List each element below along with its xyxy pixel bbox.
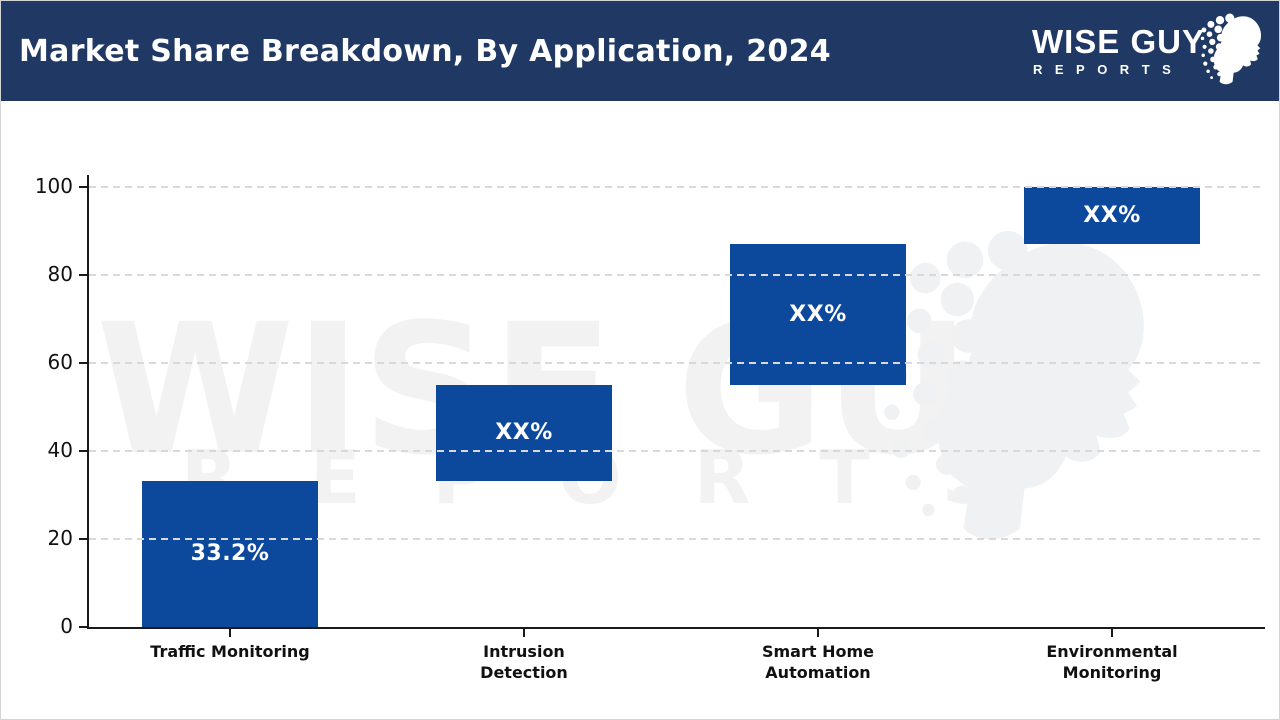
x-axis-spine (87, 627, 1265, 629)
ytick-mark-0 (79, 626, 89, 628)
page-title: Market Share Breakdown, By Application, … (19, 33, 831, 69)
ytick-mark-100 (79, 186, 89, 188)
ytick-label-100: 100 (34, 174, 73, 198)
ytick-mark-40 (79, 450, 89, 452)
wiseguy-head-icon (1200, 13, 1262, 85)
category-label-environmental-monitoring: Environmental Monitoring (1046, 642, 1178, 682)
gridline-100 (89, 186, 1265, 188)
xtick-mark-smart-home-automation (817, 629, 819, 637)
xtick-mark-environmental-monitoring (1111, 629, 1113, 637)
category-label-traffic-monitoring: Traffic Monitoring (150, 642, 310, 661)
wise-guy-reports-logo: WISE GUY REPORTS (1032, 9, 1269, 93)
bar-value-label: XX% (789, 302, 847, 328)
xtick-mark-intrusion-detection (523, 629, 525, 637)
ytick-label-20: 20 (47, 526, 73, 550)
gridline-40 (89, 450, 1265, 452)
ytick-mark-20 (79, 538, 89, 540)
bar-intrusion-detection: XX% (436, 385, 612, 481)
gridline-60 (89, 362, 1265, 364)
category-label-smart-home-automation: Smart Home Automation (761, 642, 874, 682)
ytick-label-40: 40 (47, 438, 73, 462)
gridline-80 (89, 274, 1265, 276)
logo-brand-name: WISE GUY (1031, 23, 1205, 60)
bar-value-label: XX% (495, 420, 553, 446)
bar-smart-home-automation: XX% (730, 244, 906, 385)
logo-tagline: REPORTS (1032, 62, 1184, 77)
category-label-intrusion-detection: Intrusion Detection (480, 642, 568, 682)
y-axis-spine (87, 175, 89, 629)
ytick-mark-60 (79, 362, 89, 364)
header-bar: Market Share Breakdown, By Application, … (1, 1, 1279, 101)
bar-value-label: XX% (1083, 203, 1141, 229)
ytick-mark-80 (79, 274, 89, 276)
gridline-20 (89, 538, 1265, 540)
watermark-face-icon (881, 230, 1144, 540)
logo-text: WISE GUY REPORTS (1031, 23, 1205, 78)
ytick-label-0: 0 (60, 614, 73, 638)
bar-environmental-monitoring: XX% (1024, 187, 1200, 245)
ytick-label-60: 60 (47, 350, 73, 374)
bar-traffic-monitoring: 33.2% (142, 480, 318, 627)
xtick-mark-traffic-monitoring (229, 629, 231, 637)
ytick-label-80: 80 (47, 262, 73, 286)
bar-value-label: 33.2% (190, 541, 270, 567)
